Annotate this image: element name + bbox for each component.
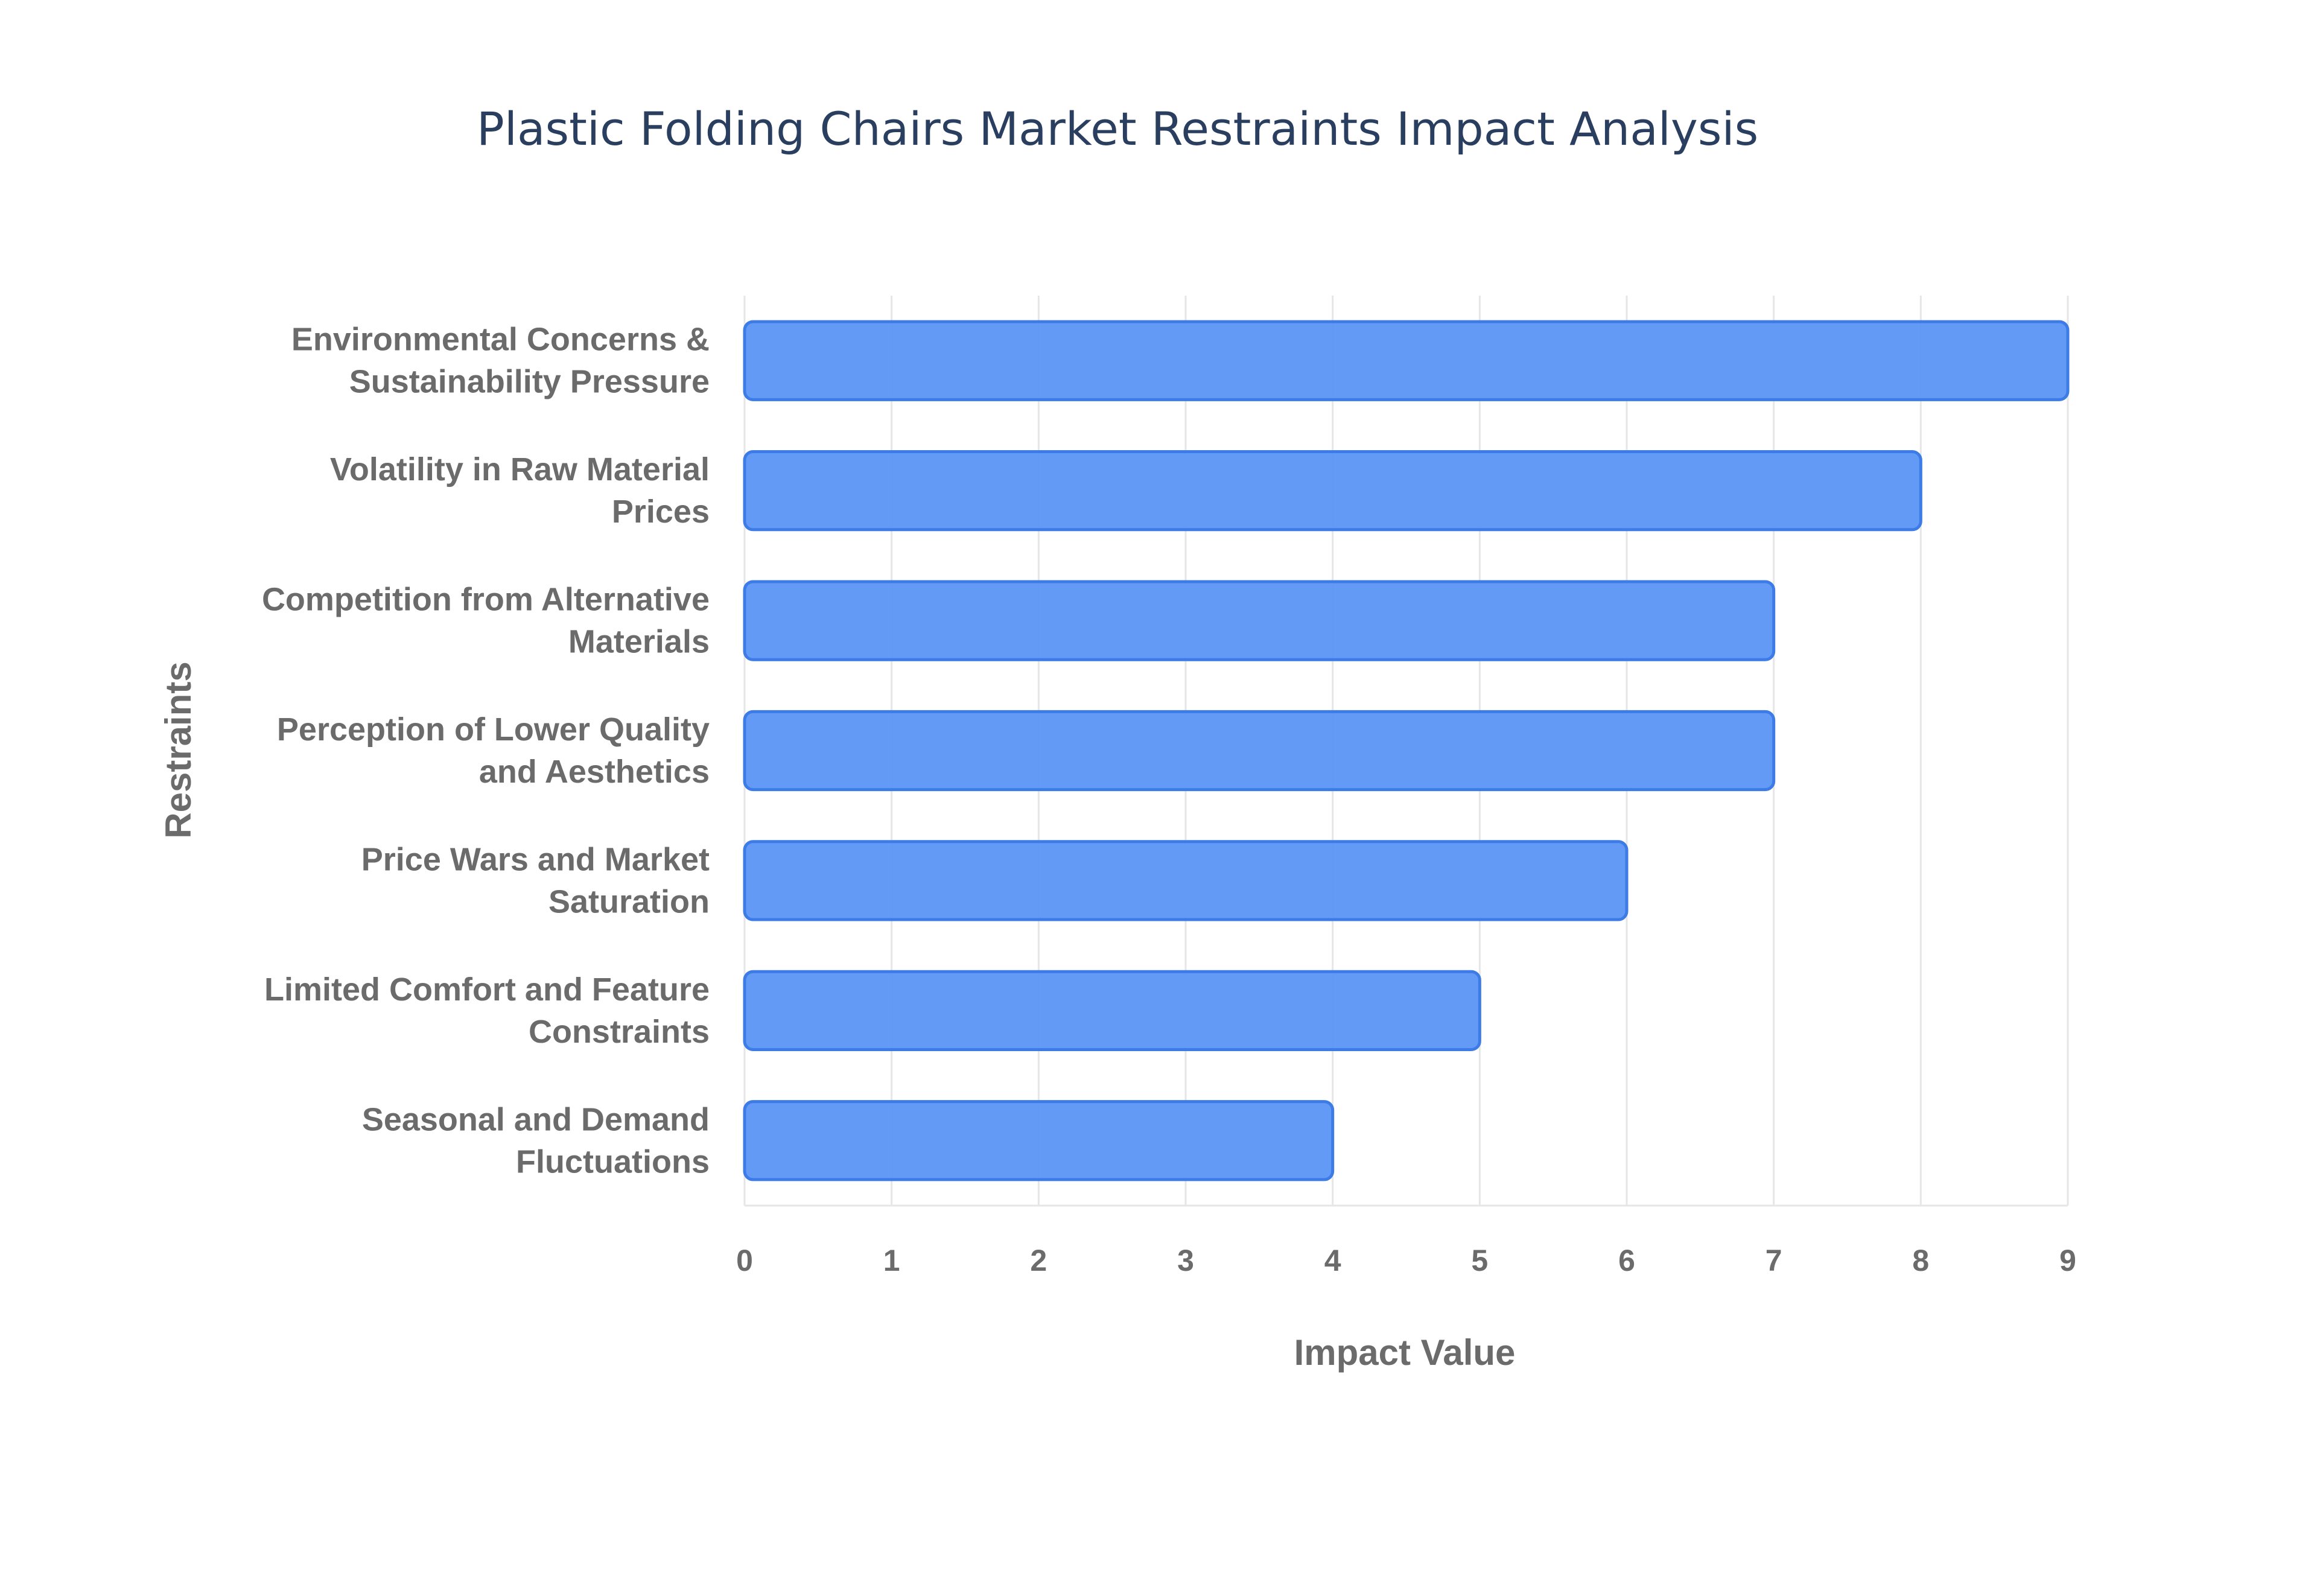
- category-label-3: Competition from Alternative Materials: [262, 582, 710, 660]
- x-tick-label-7: 7: [1766, 1244, 1782, 1277]
- x-axis-title: Impact Value: [1294, 1332, 1516, 1373]
- category-label-line: Saturation: [548, 883, 710, 920]
- category-label-line: Price Wars and Market: [361, 841, 710, 877]
- chart-title: Plastic Folding Chairs Market Restraints…: [477, 102, 1758, 156]
- category-label-2: Volatility in Raw Material Prices: [330, 451, 710, 530]
- bar-4: [743, 710, 1776, 792]
- category-label-line: Volatility in Raw Material: [330, 451, 710, 488]
- x-tick-label-9: 9: [2059, 1244, 2076, 1277]
- category-label-line: Prices: [612, 494, 710, 530]
- category-label-line: Constraints: [529, 1014, 710, 1050]
- bar-6: [743, 970, 1481, 1051]
- x-tick-label-1: 1: [883, 1244, 900, 1277]
- category-label-5: Price Wars and Market Saturation: [361, 841, 710, 920]
- bar-3: [743, 580, 1776, 661]
- x-tick-label-8: 8: [1912, 1244, 1929, 1277]
- bar-7: [743, 1100, 1335, 1181]
- x-tick-labels: 0 1 2 3 4 5 6 7 8 9: [736, 1244, 2076, 1277]
- bar-2: [743, 450, 1922, 532]
- category-label-4: Perception of Lower Quality and Aesthetic…: [277, 711, 710, 790]
- y-axis-title: Restraints: [158, 661, 199, 838]
- category-label-line: Competition from Alternative: [262, 582, 710, 618]
- bars: [743, 320, 2070, 1181]
- x-tick-label-2: 2: [1030, 1244, 1047, 1277]
- category-label-1: Environmental Concerns & Sustainability P…: [291, 322, 710, 400]
- x-tick-label-4: 4: [1324, 1244, 1341, 1277]
- x-tick-label-5: 5: [1471, 1244, 1488, 1277]
- x-tick-label-6: 6: [1618, 1244, 1635, 1277]
- bar-1: [743, 320, 2070, 401]
- category-label-line: Sustainability Pressure: [349, 364, 710, 400]
- category-label-line: Seasonal and Demand: [362, 1101, 710, 1137]
- category-label-7: Seasonal and Demand Fluctuations: [362, 1101, 710, 1180]
- x-tick-label-0: 0: [736, 1244, 753, 1277]
- category-label-line: Perception of Lower Quality: [277, 711, 710, 748]
- category-label-line: Materials: [568, 624, 710, 660]
- category-label-line: Environmental Concerns &: [291, 322, 710, 358]
- category-labels: Environmental Concerns & Sustainability P…: [262, 322, 710, 1180]
- bar-5: [743, 840, 1629, 921]
- x-tick-label-3: 3: [1177, 1244, 1194, 1277]
- category-label-line: Fluctuations: [516, 1143, 710, 1180]
- category-label-line: Limited Comfort and Feature: [264, 971, 710, 1008]
- category-label-line: and Aesthetics: [479, 754, 710, 790]
- category-label-6: Limited Comfort and Feature Constraints: [264, 971, 710, 1050]
